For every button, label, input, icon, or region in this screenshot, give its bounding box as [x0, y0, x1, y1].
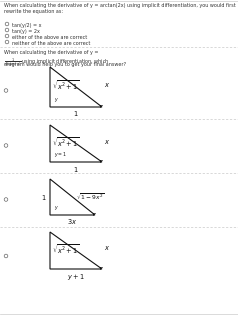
Text: tan(y) = 2x: tan(y) = 2x — [12, 29, 40, 34]
Text: $\sqrt{x^2+1}$: $\sqrt{x^2+1}$ — [52, 135, 80, 150]
Text: diagram would help you to get your final answer?: diagram would help you to get your final… — [4, 62, 126, 67]
Text: $x$: $x$ — [104, 81, 110, 89]
Text: $x$: $x$ — [104, 244, 110, 253]
Text: neither of the above are correct: neither of the above are correct — [12, 41, 90, 46]
Text: $y$: $y$ — [54, 96, 59, 104]
Text: $1$: $1$ — [41, 192, 47, 202]
Text: $y+1$: $y+1$ — [67, 272, 85, 282]
Text: $\frac{1}{\arctan(x)}$ using implicit differentiation, which: $\frac{1}{\arctan(x)}$ using implicit di… — [4, 56, 109, 67]
Text: When calculating the derivative of y = arctan(2x) using implicit differentiation: When calculating the derivative of y = a… — [4, 3, 236, 14]
Text: $y=1$: $y=1$ — [54, 150, 67, 159]
Text: $y$: $y$ — [54, 204, 59, 212]
Text: $\sqrt{x^2+1}$: $\sqrt{x^2+1}$ — [52, 79, 80, 93]
Text: $1$: $1$ — [73, 110, 79, 118]
Text: tan(y/2) = x: tan(y/2) = x — [12, 23, 41, 28]
Text: $x$: $x$ — [104, 138, 110, 146]
Text: $\sqrt{1-9x^2}$: $\sqrt{1-9x^2}$ — [76, 192, 105, 202]
Text: $3x$: $3x$ — [67, 217, 78, 226]
Text: either of the above are correct: either of the above are correct — [12, 35, 87, 40]
Text: $\sqrt{x^2+1}$: $\sqrt{x^2+1}$ — [52, 243, 80, 256]
Text: When calculating the derivative of y =: When calculating the derivative of y = — [4, 50, 99, 55]
Text: $1$: $1$ — [73, 164, 79, 174]
